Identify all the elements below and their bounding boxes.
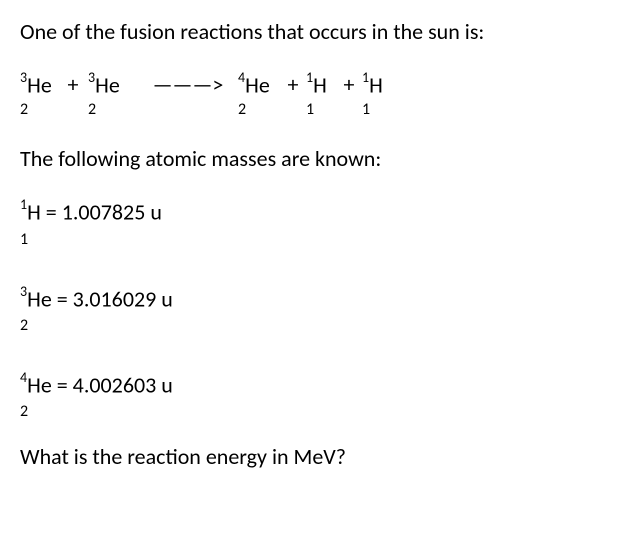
atomic-number: 2 [20,100,58,119]
mass-number: 1 [306,69,313,86]
atomic-number: 1 [20,230,604,249]
question-text: What is the reaction energy in MeV? [20,443,604,470]
mass-number: 1 [362,69,369,86]
element-symbol: He [95,71,120,98]
element-symbol: He [27,371,52,398]
element-symbol: He [245,71,270,98]
mass-helium-4: 4He = 4.002603 u [20,371,604,398]
product-1: 4He [238,71,280,98]
mass-number: 4 [20,369,27,386]
element-symbol: H [313,71,327,98]
atomic-number: 1 [306,100,336,119]
atomic-number: 1 [362,100,392,119]
element-symbol: H [369,71,383,98]
mass-number: 3 [20,283,27,300]
spacer [280,100,306,119]
reactant-1: 3He [20,71,58,98]
atomic-number: 2 [20,402,604,421]
plus-operator: + [336,71,362,98]
reaction-equation: 3He + 3He ———> 4He + 1H + 1H [20,71,604,98]
spacer [58,100,88,119]
product-3: 1H [362,71,392,98]
mass-value: = 1.007825 u [41,199,162,226]
masses-intro-text: The following atomic masses are known: [20,145,381,172]
mass-number: 1 [20,196,27,213]
mass-value: = 4.002603 u [52,371,173,398]
plus-operator: + [280,71,306,98]
mass-helium-3: 3He = 3.016029 u [20,285,604,312]
reaction-subscripts: 2 2 2 1 1 [20,100,604,119]
mass-hydrogen: 1H = 1.007825 u [20,198,604,225]
product-2: 1H [306,71,336,98]
reactant-2: 3He [88,71,138,98]
atomic-number: 2 [20,316,604,335]
reaction-arrow: ———> [138,71,238,98]
mass-number: 3 [20,69,27,86]
element-symbol: He [27,71,52,98]
atomic-number: 2 [238,100,280,119]
spacer [336,100,362,119]
mass-value: = 3.016029 u [52,285,173,312]
plus-operator: + [58,71,88,98]
element-symbol: He [27,285,52,312]
intro-text: One of the fusion reactions that occurs … [20,18,484,45]
atomic-number: 2 [88,100,138,119]
spacer [138,100,238,119]
mass-number: 3 [88,69,95,86]
element-symbol: H [27,199,41,226]
mass-number: 4 [238,69,245,86]
